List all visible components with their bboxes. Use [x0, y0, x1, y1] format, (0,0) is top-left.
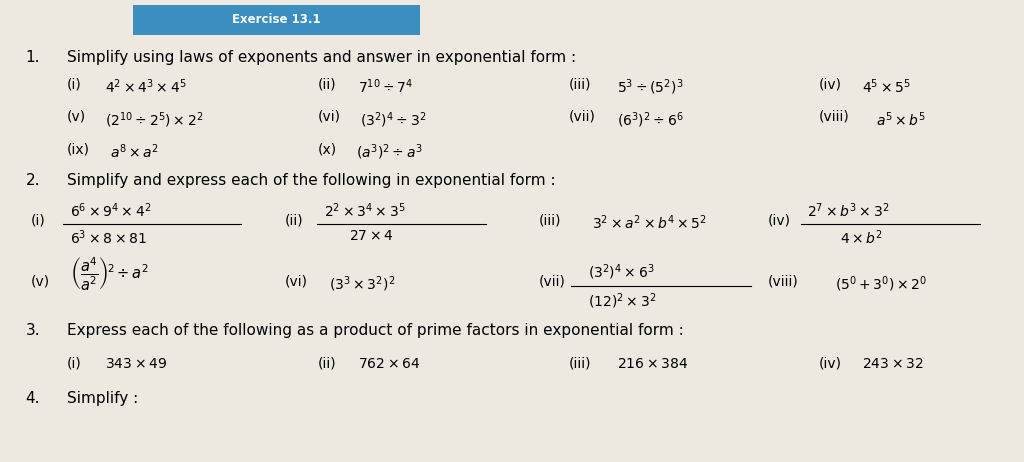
Text: $(3^2)^4\div 3^2$: $(3^2)^4\div 3^2$	[360, 110, 427, 129]
Text: (v): (v)	[67, 110, 86, 124]
Text: (iv): (iv)	[819, 357, 842, 371]
Text: Simplify using laws of exponents and answer in exponential form :: Simplify using laws of exponents and ans…	[67, 50, 575, 65]
Text: Express each of the following as a product of prime factors in exponential form : Express each of the following as a produ…	[67, 323, 683, 338]
Text: $a^8\times a^2$: $a^8\times a^2$	[110, 142, 159, 161]
Text: $762\times 64$: $762\times 64$	[358, 357, 421, 371]
Text: $2^2\times 3^4\times 3^5$: $2^2\times 3^4\times 3^5$	[324, 201, 406, 219]
Text: (iii): (iii)	[539, 213, 561, 227]
Text: $3^2\times a^2\times b^4\times 5^2$: $3^2\times a^2\times b^4\times 5^2$	[592, 213, 707, 232]
FancyBboxPatch shape	[133, 5, 420, 35]
Text: (viii): (viii)	[768, 275, 799, 289]
Text: (ix): (ix)	[67, 142, 89, 156]
Text: (viii): (viii)	[819, 110, 850, 124]
Text: (i): (i)	[67, 357, 81, 371]
Text: (ii): (ii)	[285, 213, 303, 227]
Text: $6^6\times 9^4\times 4^2$: $6^6\times 9^4\times 4^2$	[70, 201, 151, 219]
Text: 2.: 2.	[26, 173, 40, 188]
Text: 3.: 3.	[26, 323, 40, 338]
Text: $343\times 49$: $343\times 49$	[105, 357, 168, 371]
Text: $4^2\times 4^3\times 4^5$: $4^2\times 4^3\times 4^5$	[105, 78, 187, 96]
Text: $\left(\dfrac{a^4}{a^2}\right)^{\!2}\div a^2$: $\left(\dfrac{a^4}{a^2}\right)^{\!2}\div…	[70, 255, 148, 293]
Text: $(6^3)^2\div 6^6$: $(6^3)^2\div 6^6$	[617, 110, 684, 129]
Text: $4\times b^2$: $4\times b^2$	[840, 229, 883, 247]
Text: Simplify and express each of the following in exponential form :: Simplify and express each of the followi…	[67, 173, 555, 188]
Text: $7^{10}\div 7^4$: $7^{10}\div 7^4$	[358, 78, 414, 96]
Text: $a^5\times b^5$: $a^5\times b^5$	[876, 110, 926, 128]
Text: $4^5\times 5^5$: $4^5\times 5^5$	[862, 78, 911, 96]
Text: (v): (v)	[31, 275, 50, 289]
Text: $(a^3)^2\div a^3$: $(a^3)^2\div a^3$	[356, 142, 423, 162]
Text: $(12)^2\times 3^2$: $(12)^2\times 3^2$	[588, 291, 656, 310]
Text: (x): (x)	[317, 142, 337, 156]
Text: (i): (i)	[31, 213, 45, 227]
Text: $5^3\div (5^2)^3$: $5^3\div (5^2)^3$	[617, 78, 684, 97]
Text: $216\times 384$: $216\times 384$	[617, 357, 689, 371]
Text: 1.: 1.	[26, 50, 40, 65]
Text: $2^7\times b^3\times 3^2$: $2^7\times b^3\times 3^2$	[807, 201, 889, 219]
Text: (i): (i)	[67, 78, 81, 91]
Text: (ii): (ii)	[317, 78, 336, 91]
Text: $243\times 32$: $243\times 32$	[862, 357, 924, 371]
Text: $27\times 4$: $27\times 4$	[349, 229, 394, 243]
Text: (vii): (vii)	[539, 275, 565, 289]
Text: (ii): (ii)	[317, 357, 336, 371]
Text: Simplify :: Simplify :	[67, 391, 138, 406]
Text: $6^3\times 8\times 81$: $6^3\times 8\times 81$	[70, 229, 146, 247]
Text: (vi): (vi)	[285, 275, 307, 289]
Text: (iii): (iii)	[568, 357, 591, 371]
Text: (iii): (iii)	[568, 78, 591, 91]
Text: (iv): (iv)	[819, 78, 842, 91]
Text: (iv): (iv)	[768, 213, 791, 227]
Text: $(3^2)^4\times 6^3$: $(3^2)^4\times 6^3$	[588, 262, 654, 282]
Text: $(2^{10}\div 2^5)\times 2^2$: $(2^{10}\div 2^5)\times 2^2$	[105, 110, 204, 129]
Text: $(3^3\times 3^2)^2$: $(3^3\times 3^2)^2$	[329, 274, 395, 293]
Text: 4.: 4.	[26, 391, 40, 406]
Text: (vi): (vi)	[317, 110, 340, 124]
Text: Exercise 13.1: Exercise 13.1	[232, 13, 321, 26]
Text: $(5^0+3^0)\times 2^0$: $(5^0+3^0)\times 2^0$	[835, 274, 927, 293]
Text: (vii): (vii)	[568, 110, 595, 124]
